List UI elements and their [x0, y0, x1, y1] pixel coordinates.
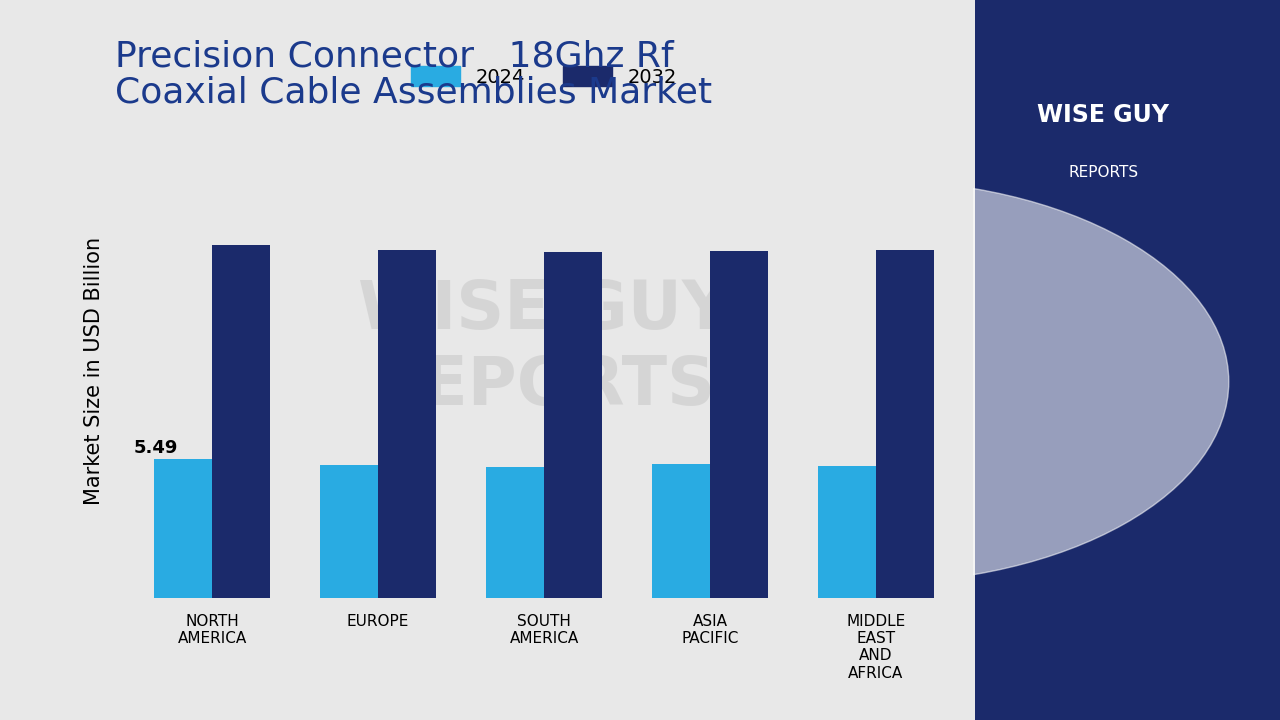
- Text: Coaxial Cable Assemblies Market: Coaxial Cable Assemblies Market: [115, 76, 713, 109]
- Text: 5.49: 5.49: [133, 438, 178, 456]
- Bar: [486, 467, 544, 598]
- Bar: [154, 459, 212, 598]
- Text: REPORTS: REPORTS: [1069, 166, 1138, 180]
- Bar: [378, 250, 436, 598]
- Y-axis label: Market Size in USD Billion: Market Size in USD Billion: [84, 237, 104, 505]
- Bar: [652, 464, 710, 598]
- Text: WISE GUY: WISE GUY: [1037, 103, 1170, 127]
- Bar: [818, 466, 876, 598]
- Text: Precision Connector   18Ghz Rf: Precision Connector 18Ghz Rf: [115, 40, 673, 73]
- Text: WISE GUY
REPORTS: WISE GUY REPORTS: [358, 277, 730, 419]
- Bar: [710, 251, 768, 598]
- Bar: [320, 465, 378, 598]
- Bar: [876, 251, 934, 598]
- Legend: 2024, 2032: 2024, 2032: [403, 58, 685, 94]
- Bar: [544, 253, 602, 598]
- Bar: [212, 245, 270, 598]
